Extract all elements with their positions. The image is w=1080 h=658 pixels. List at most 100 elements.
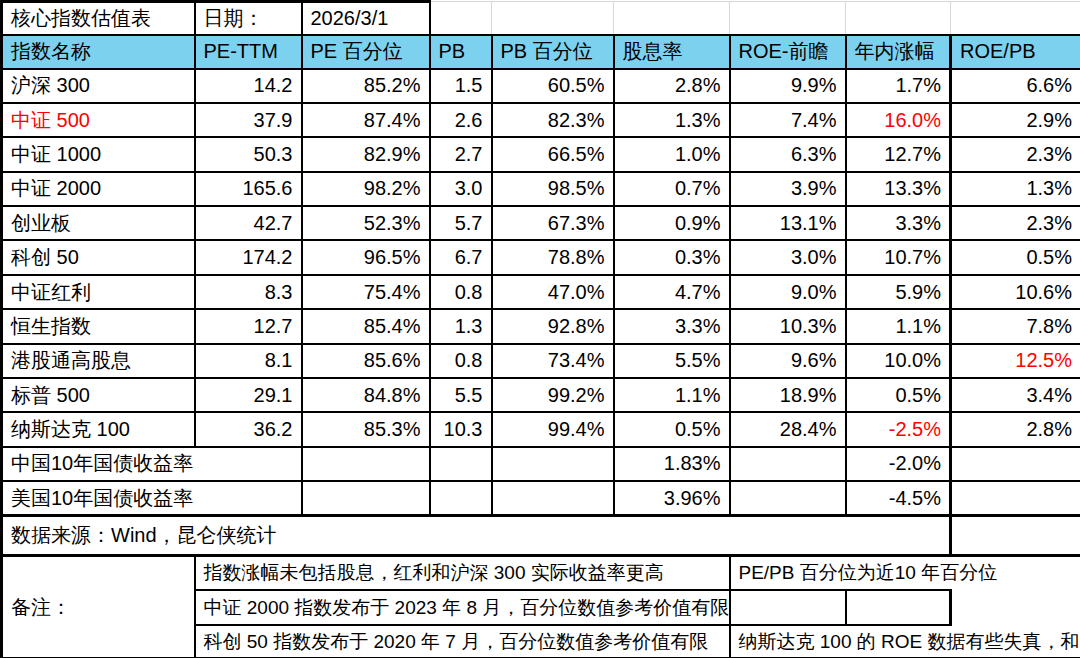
- empty-cell[interactable]: [730, 2, 846, 35]
- dividend-yield-cell[interactable]: 0.5%: [614, 412, 730, 446]
- dividend-yield-cell[interactable]: 1.1%: [614, 378, 730, 412]
- roe-pb-cell[interactable]: 12.5%: [951, 344, 1080, 378]
- dividend-yield-cell[interactable]: 0.7%: [614, 172, 730, 206]
- ytd-change-cell[interactable]: 1.7%: [846, 69, 951, 103]
- bond-ytd-cell[interactable]: -2.0%: [846, 447, 951, 481]
- empty-cell[interactable]: [302, 481, 430, 515]
- empty-cell[interactable]: [951, 2, 1080, 35]
- pe-percentile-cell[interactable]: 98.2%: [302, 172, 430, 206]
- ytd-change-cell[interactable]: 12.7%: [846, 137, 951, 171]
- pb-cell[interactable]: 2.7: [430, 137, 492, 171]
- header-pe-percentile[interactable]: PE 百分位: [302, 35, 430, 69]
- ytd-change-cell[interactable]: 16.0%: [846, 103, 951, 137]
- roe-pb-cell[interactable]: 6.6%: [951, 69, 1080, 103]
- roe-pb-cell[interactable]: 2.9%: [951, 103, 1080, 137]
- data-source-cell[interactable]: 数据来源：Wind，昆仑侠统计: [2, 516, 951, 556]
- index-name-cell[interactable]: 恒生指数: [2, 309, 195, 343]
- roe-forward-cell[interactable]: 9.9%: [730, 69, 846, 103]
- pb-percentile-cell[interactable]: 99.4%: [492, 412, 614, 446]
- roe-forward-cell[interactable]: 7.4%: [730, 103, 846, 137]
- roe-forward-cell[interactable]: 9.0%: [730, 275, 846, 309]
- pb-percentile-cell[interactable]: 82.3%: [492, 103, 614, 137]
- ytd-change-cell[interactable]: 3.3%: [846, 206, 951, 240]
- pb-percentile-cell[interactable]: 67.3%: [492, 206, 614, 240]
- index-name-cell[interactable]: 中证红利: [2, 275, 195, 309]
- notes-label-cell[interactable]: 备注：: [2, 556, 195, 658]
- dividend-yield-cell[interactable]: 4.7%: [614, 275, 730, 309]
- header-index-name[interactable]: 指数名称: [2, 35, 195, 69]
- header-pe-ttm[interactable]: PE-TTM: [195, 35, 302, 69]
- pb-percentile-cell[interactable]: 60.5%: [492, 69, 614, 103]
- pb-cell[interactable]: 3.0: [430, 172, 492, 206]
- note-cell-2[interactable]: 中证 2000 指数发布于 2023 年 8 月，百分位数值参考价值有限: [195, 590, 730, 625]
- empty-cell[interactable]: [614, 2, 730, 35]
- empty-cell[interactable]: [951, 447, 1080, 481]
- pe-ttm-cell[interactable]: 174.2: [195, 240, 302, 274]
- sheet-title-cell[interactable]: 核心指数估值表: [2, 2, 195, 35]
- roe-forward-cell[interactable]: 10.3%: [730, 309, 846, 343]
- roe-pb-cell[interactable]: 1.3%: [951, 172, 1080, 206]
- ytd-change-cell[interactable]: 13.3%: [846, 172, 951, 206]
- pe-ttm-cell[interactable]: 165.6: [195, 172, 302, 206]
- pe-percentile-cell[interactable]: 75.4%: [302, 275, 430, 309]
- roe-forward-cell[interactable]: 6.3%: [730, 137, 846, 171]
- roe-pb-cell[interactable]: 2.3%: [951, 206, 1080, 240]
- header-dividend-yield[interactable]: 股息率: [614, 35, 730, 69]
- note-cell-3[interactable]: 科创 50 指数发布于 2020 年 7 月，百分位数值参考价值有限: [195, 625, 730, 658]
- header-pb-percentile[interactable]: PB 百分位: [492, 35, 614, 69]
- pe-ttm-cell[interactable]: 12.7: [195, 309, 302, 343]
- roe-forward-cell[interactable]: 3.9%: [730, 172, 846, 206]
- index-name-cell[interactable]: 创业板: [2, 206, 195, 240]
- pe-ttm-cell[interactable]: 29.1: [195, 378, 302, 412]
- note-cell-1[interactable]: 指数涨幅未包括股息，红利和沪深 300 实际收益率更高: [195, 556, 730, 591]
- pb-cell[interactable]: 5.5: [430, 378, 492, 412]
- roe-pb-cell[interactable]: 2.8%: [951, 412, 1080, 446]
- bond-name-cell[interactable]: 美国10年国债收益率: [2, 481, 302, 515]
- header-ytd-change[interactable]: 年内涨幅: [846, 35, 951, 69]
- pe-percentile-cell[interactable]: 96.5%: [302, 240, 430, 274]
- dividend-yield-cell[interactable]: 3.3%: [614, 309, 730, 343]
- index-name-cell[interactable]: 中证 500: [2, 103, 195, 137]
- ytd-change-cell[interactable]: 5.9%: [846, 275, 951, 309]
- empty-cell[interactable]: [951, 590, 1080, 625]
- date-label-cell[interactable]: 日期：: [195, 2, 302, 35]
- roe-forward-cell[interactable]: 28.4%: [730, 412, 846, 446]
- pe-ttm-cell[interactable]: 8.3: [195, 275, 302, 309]
- dividend-yield-cell[interactable]: 1.3%: [614, 103, 730, 137]
- pe-percentile-cell[interactable]: 85.4%: [302, 309, 430, 343]
- note-cell-1-right[interactable]: PE/PB 百分位为近10 年百分位: [730, 556, 1080, 591]
- roe-forward-cell[interactable]: 13.1%: [730, 206, 846, 240]
- pe-ttm-cell[interactable]: 36.2: [195, 412, 302, 446]
- index-name-cell[interactable]: 中证 1000: [2, 137, 195, 171]
- ytd-change-cell[interactable]: -2.5%: [846, 412, 951, 446]
- pe-percentile-cell[interactable]: 85.6%: [302, 344, 430, 378]
- ytd-change-cell[interactable]: 10.0%: [846, 344, 951, 378]
- bond-yield-cell[interactable]: 3.96%: [614, 481, 730, 515]
- empty-cell[interactable]: [846, 2, 951, 35]
- pb-cell[interactable]: 1.3: [430, 309, 492, 343]
- date-value-cell[interactable]: 2026/3/1: [302, 2, 430, 35]
- ytd-change-cell[interactable]: 1.1%: [846, 309, 951, 343]
- pb-percentile-cell[interactable]: 73.4%: [492, 344, 614, 378]
- pe-ttm-cell[interactable]: 37.9: [195, 103, 302, 137]
- pb-percentile-cell[interactable]: 98.5%: [492, 172, 614, 206]
- empty-cell[interactable]: [730, 447, 846, 481]
- dividend-yield-cell[interactable]: 5.5%: [614, 344, 730, 378]
- pe-percentile-cell[interactable]: 87.4%: [302, 103, 430, 137]
- index-name-cell[interactable]: 沪深 300: [2, 69, 195, 103]
- ytd-change-cell[interactable]: 0.5%: [846, 378, 951, 412]
- index-name-cell[interactable]: 纳斯达克 100: [2, 412, 195, 446]
- pe-percentile-cell[interactable]: 84.8%: [302, 378, 430, 412]
- dividend-yield-cell[interactable]: 0.3%: [614, 240, 730, 274]
- dividend-yield-cell[interactable]: 2.8%: [614, 69, 730, 103]
- pb-percentile-cell[interactable]: 92.8%: [492, 309, 614, 343]
- index-name-cell[interactable]: 标普 500: [2, 378, 195, 412]
- empty-cell[interactable]: [430, 481, 492, 515]
- pe-percentile-cell[interactable]: 85.3%: [302, 412, 430, 446]
- empty-cell[interactable]: [951, 516, 1080, 556]
- bond-ytd-cell[interactable]: -4.5%: [846, 481, 951, 515]
- header-pb[interactable]: PB: [430, 35, 492, 69]
- empty-cell[interactable]: [730, 481, 846, 515]
- header-roe-pb[interactable]: ROE/PB: [951, 35, 1080, 69]
- bond-yield-cell[interactable]: 1.83%: [614, 447, 730, 481]
